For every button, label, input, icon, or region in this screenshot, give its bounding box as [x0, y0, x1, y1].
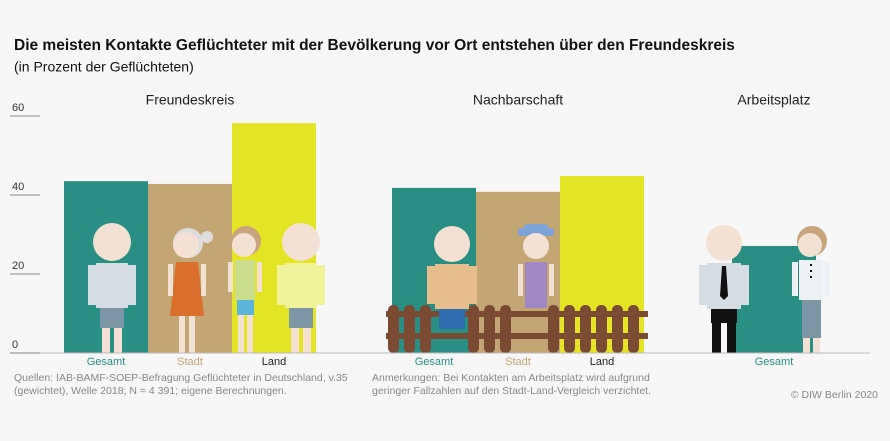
- group-label: Freundeskreis: [146, 92, 235, 108]
- bar-label: Gesamt: [415, 356, 454, 368]
- source-box: Quellen: IAB-BAMF-SOEP-Befragung Geflüch…: [14, 372, 348, 397]
- bar-label: Gesamt: [87, 356, 126, 368]
- y-tick-label: 0: [12, 339, 18, 351]
- bar-label: Stadt: [177, 356, 203, 368]
- bar-label: Land: [590, 356, 614, 368]
- source: Quellen: IAB-BAMF-SOEP-Befragung Geflüch…: [14, 372, 348, 397]
- chart-title: Die meisten Kontakte Geflüchteter mit de…: [14, 37, 735, 54]
- note-box: Anmerkungen: Bei Kontakten am Arbeitspla…: [372, 372, 651, 397]
- note: Anmerkungen: Bei Kontakten am Arbeitspla…: [372, 372, 651, 397]
- copyright: © DIW Berlin 2020: [791, 389, 878, 401]
- illustrations: [88, 223, 830, 353]
- y-tick-label: 60: [12, 102, 24, 114]
- bar-label: Land: [262, 356, 286, 368]
- group-label: Nachbarschaft: [473, 92, 563, 108]
- y-tick-label: 40: [12, 181, 24, 193]
- y-tick-label: 20: [12, 260, 24, 272]
- bar-label: Gesamt: [755, 356, 794, 368]
- group-label: Arbeitsplatz: [737, 92, 810, 108]
- bar-label: Stadt: [505, 356, 531, 368]
- chart-subtitle: (in Prozent der Geflüchteten): [14, 59, 194, 75]
